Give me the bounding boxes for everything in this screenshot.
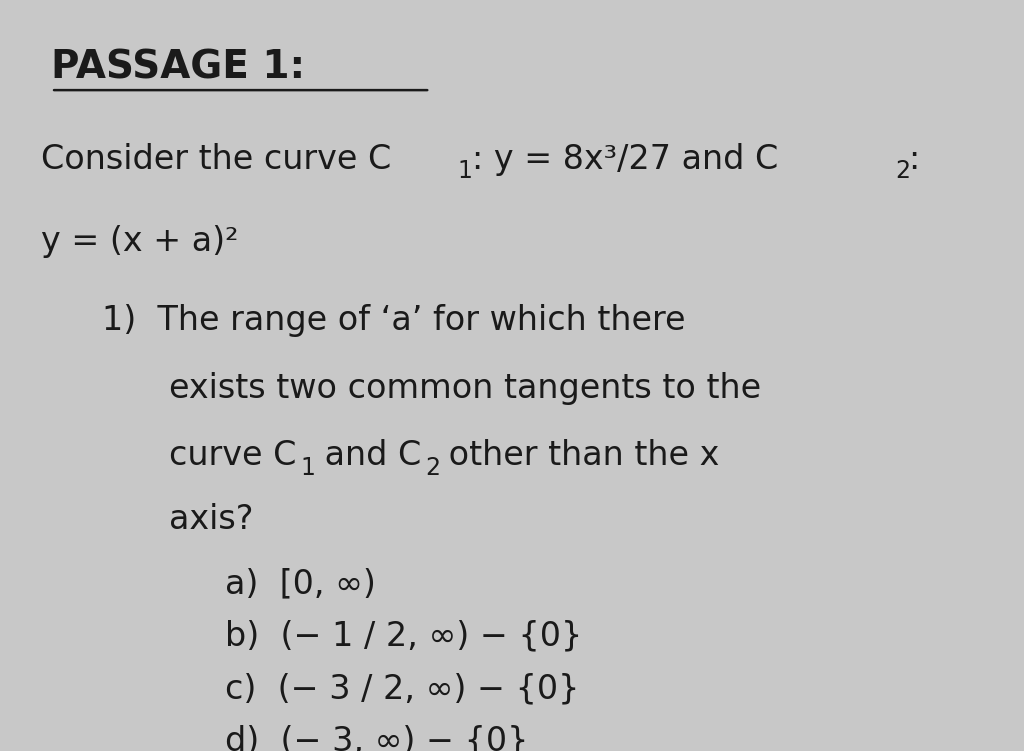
Text: :: : [908,143,920,176]
Text: axis?: axis? [169,503,254,536]
Text: exists two common tangents to the: exists two common tangents to the [169,372,761,405]
Text: : y = 8x³/27 and C: : y = 8x³/27 and C [472,143,778,176]
Text: PASSAGE 1:: PASSAGE 1: [51,49,305,87]
Text: 2: 2 [425,456,440,480]
Text: 1: 1 [300,456,315,480]
Text: and C: and C [314,439,422,472]
Text: c)  (− 3 / 2, ∞) − {0}: c) (− 3 / 2, ∞) − {0} [225,672,580,705]
Text: y = (x + a)²: y = (x + a)² [41,225,239,258]
Text: other than the x: other than the x [438,439,720,472]
Text: 1: 1 [458,159,473,183]
Text: 1)  The range of ‘a’ for which there: 1) The range of ‘a’ for which there [102,304,686,337]
Text: a)  [0, ∞): a) [0, ∞) [225,567,376,600]
Text: d)  (− 3, ∞) − {0}: d) (− 3, ∞) − {0} [225,725,528,751]
Text: 2: 2 [895,159,910,183]
Text: b)  (− 1 / 2, ∞) − {0}: b) (− 1 / 2, ∞) − {0} [225,620,583,653]
Text: curve C: curve C [169,439,296,472]
Text: Consider the curve C: Consider the curve C [41,143,391,176]
